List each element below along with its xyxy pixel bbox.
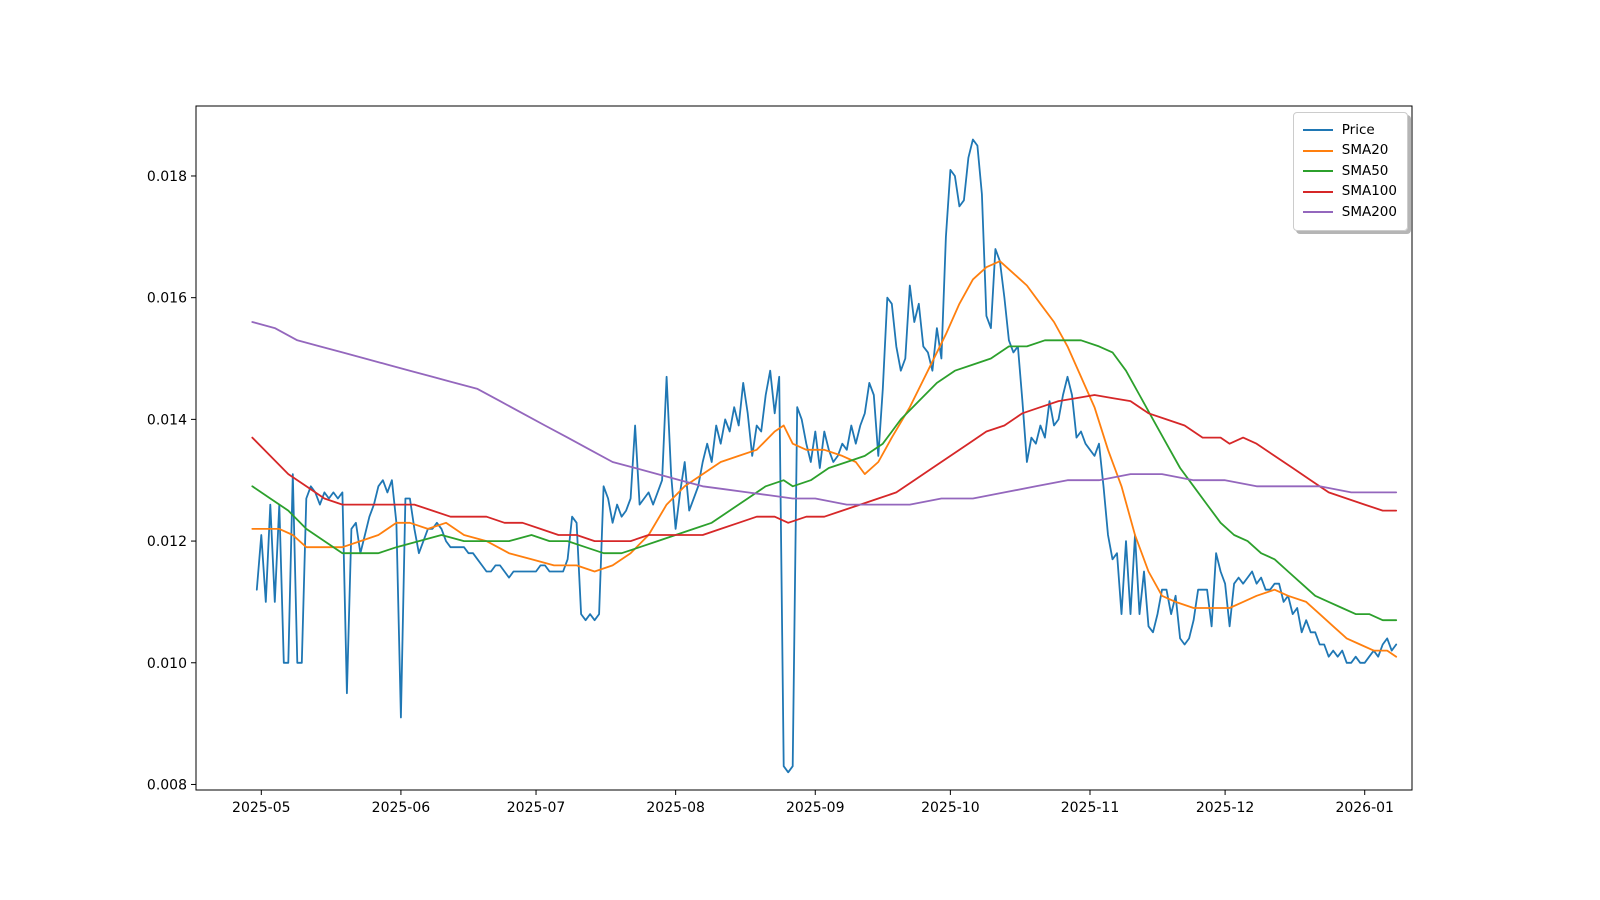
legend-label: SMA200 xyxy=(1341,203,1397,220)
y-axis: 0.008 0.010 0.012 0.014 0.016 0.018 xyxy=(147,169,196,793)
legend-entry-sma200: SMA200 xyxy=(1302,202,1397,223)
y-tick-label: 0.018 xyxy=(147,169,187,185)
x-tick-label: 2025-11 xyxy=(1061,800,1120,816)
x-tick-label: 2025-06 xyxy=(372,800,431,816)
legend-label: SMA100 xyxy=(1341,183,1397,199)
legend: Price SMA20 SMA50 SMA100 SMA200 xyxy=(1292,112,1408,231)
legend-label: SMA20 xyxy=(1341,142,1389,158)
x-axis: 2025-05 2025-06 2025-07 2025-08 2025-09 2025-… xyxy=(232,790,1394,816)
x-tick-label: 2025-07 xyxy=(507,800,566,816)
legend-entry-sma50: SMA50 xyxy=(1302,161,1397,182)
sma200-line xyxy=(251,321,1398,506)
price-line xyxy=(255,138,1398,774)
y-tick-label: 0.010 xyxy=(147,656,187,672)
legend-line-sample xyxy=(1302,211,1333,214)
legend-entry-sma100: SMA100 xyxy=(1302,182,1397,203)
y-tick-label: 0.016 xyxy=(147,291,187,307)
legend-line-sample xyxy=(1302,129,1333,132)
plot-frame xyxy=(195,105,1413,791)
legend-line-sample xyxy=(1302,149,1333,152)
x-tick-label: 2025-05 xyxy=(232,800,291,816)
y-tick-label: 0.014 xyxy=(147,412,187,428)
series-lines xyxy=(251,138,1398,774)
legend-entry-sma20: SMA20 xyxy=(1302,141,1397,162)
x-tick-label: 2026-01 xyxy=(1335,800,1394,816)
sma50-line xyxy=(251,339,1398,622)
legend-entry-price: Price xyxy=(1302,120,1397,141)
x-tick-label: 2025-10 xyxy=(921,800,980,816)
legend-line-sample xyxy=(1302,170,1333,173)
y-tick-label: 0.008 xyxy=(147,777,187,793)
x-tick-label: 2025-09 xyxy=(786,800,845,816)
legend-line-sample xyxy=(1302,190,1333,193)
x-tick-label: 2025-12 xyxy=(1196,800,1255,816)
x-tick-label: 2025-08 xyxy=(646,800,705,816)
sma20-line xyxy=(251,260,1398,658)
legend-label: Price xyxy=(1341,121,1375,138)
sma100-line xyxy=(251,394,1398,542)
y-tick-label: 0.012 xyxy=(147,534,187,550)
legend-label: SMA50 xyxy=(1341,162,1389,179)
